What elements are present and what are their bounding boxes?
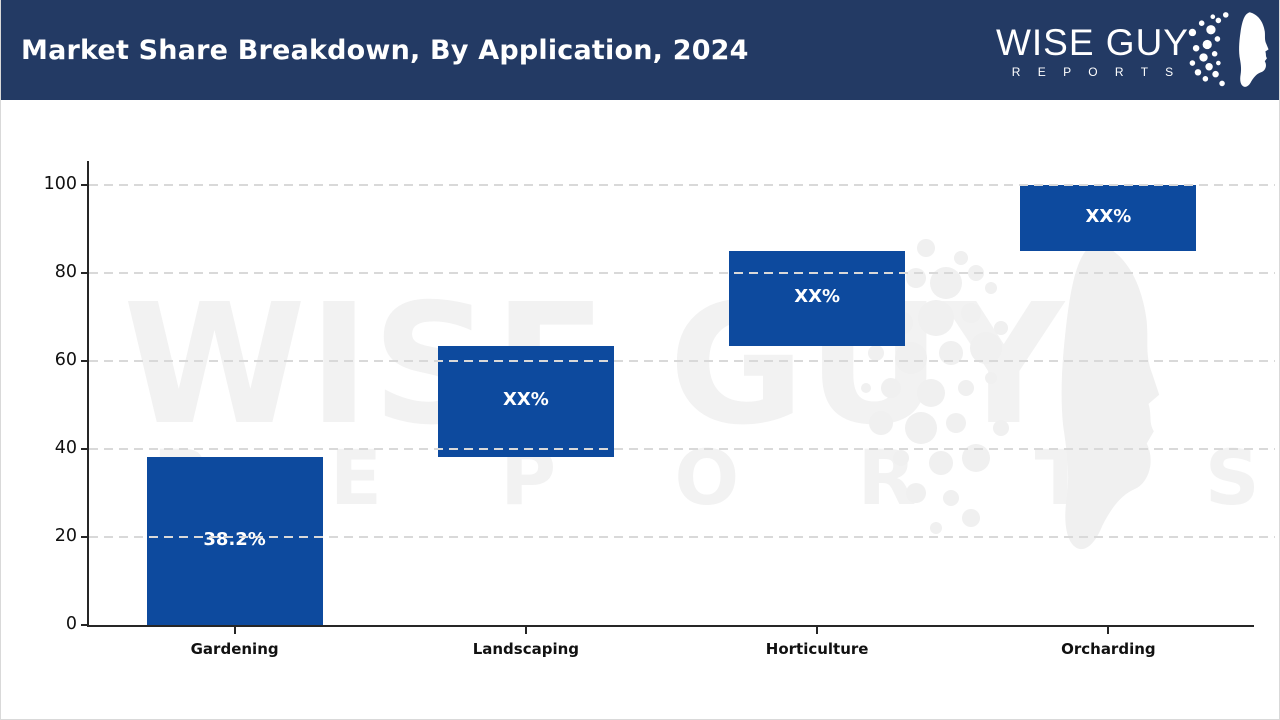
y-tick-60 (81, 360, 88, 362)
y-tick-label-0: 0 (65, 614, 77, 634)
y-tick-label-40: 40 (54, 438, 77, 458)
logo-wiseguy-label: WISE GUY (995, 21, 1189, 63)
y-tick-label-80: 80 (54, 262, 77, 282)
gridline-100 (89, 184, 1275, 186)
wise-guy-logo: WISE GUY R E P O R T S (996, 6, 1273, 96)
x-tick-label-gardening: Gardening (190, 640, 279, 658)
bar-value-label: 38.2% (203, 528, 266, 550)
x-tick-label-orcharding: Orcharding (1061, 640, 1156, 658)
y-tick-40 (81, 448, 88, 450)
logo-reports-label: R E P O R T S (1011, 64, 1181, 79)
logo-head-dots-icon (1188, 12, 1269, 87)
header-bar: Market Share Breakdown, By Application, … (1, 0, 1279, 100)
y-axis-spine (87, 161, 89, 627)
y-tick-label-20: 20 (54, 526, 77, 546)
y-tick-80 (81, 272, 88, 274)
x-tick-landscaping (524, 627, 527, 634)
x-tick-gardening (233, 627, 236, 634)
bar-value-label: XX% (502, 389, 549, 411)
gridline-20 (89, 536, 1275, 538)
y-tick-20 (81, 536, 88, 538)
gridline-40 (89, 448, 1275, 450)
x-axis-spine (87, 625, 1254, 627)
chart-title: Market Share Breakdown, By Application, … (21, 34, 749, 66)
bar-value-label: XX% (794, 286, 841, 308)
x-tick-horticulture (816, 627, 819, 634)
bar-horticulture: XX% (729, 251, 906, 346)
gridline-60 (89, 360, 1275, 362)
y-tick-100 (81, 184, 88, 186)
logo-text: WISE GUY R E P O R T S (996, 24, 1189, 79)
x-tick-label-landscaping: Landscaping (472, 640, 580, 658)
bar-gardening: 38.2% (146, 456, 323, 625)
bar-value-label: XX% (1085, 206, 1132, 227)
y-tick-label-60: 60 (54, 350, 77, 370)
y-tick-0 (81, 624, 88, 626)
y-tick-label-100: 100 (43, 174, 77, 194)
x-tick-label-horticulture: Horticulture (765, 640, 869, 658)
bar-orcharding: XX% (1020, 185, 1197, 251)
x-tick-orcharding (1107, 627, 1110, 634)
bar-landscaping: XX% (437, 345, 614, 457)
gridline-80 (89, 272, 1275, 274)
